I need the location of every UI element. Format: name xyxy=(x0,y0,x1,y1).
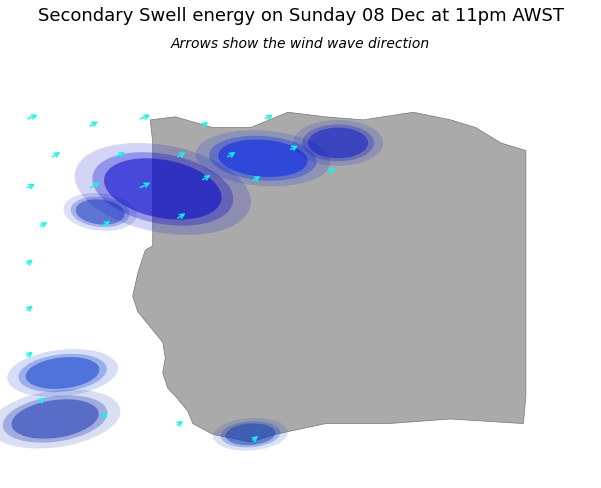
Ellipse shape xyxy=(7,349,118,397)
Ellipse shape xyxy=(19,354,107,392)
Ellipse shape xyxy=(11,399,99,439)
Ellipse shape xyxy=(0,389,120,448)
Ellipse shape xyxy=(75,143,251,235)
Ellipse shape xyxy=(221,421,280,447)
Ellipse shape xyxy=(308,127,368,158)
Ellipse shape xyxy=(104,158,222,220)
Text: Arrows show the wind wave direction: Arrows show the wind wave direction xyxy=(171,37,430,51)
Ellipse shape xyxy=(302,124,374,162)
Text: Secondary Swell energy on Sunday 08 Dec at 11pm AWST: Secondary Swell energy on Sunday 08 Dec … xyxy=(37,7,564,25)
Ellipse shape xyxy=(293,120,383,166)
Ellipse shape xyxy=(26,357,99,389)
Ellipse shape xyxy=(71,197,130,227)
Ellipse shape xyxy=(63,193,137,231)
Ellipse shape xyxy=(225,424,275,445)
Ellipse shape xyxy=(213,418,288,451)
Ellipse shape xyxy=(93,152,233,226)
Ellipse shape xyxy=(3,395,108,443)
Ellipse shape xyxy=(218,140,308,177)
Ellipse shape xyxy=(76,199,124,224)
Polygon shape xyxy=(133,112,526,442)
Ellipse shape xyxy=(209,136,317,181)
Ellipse shape xyxy=(196,130,330,186)
